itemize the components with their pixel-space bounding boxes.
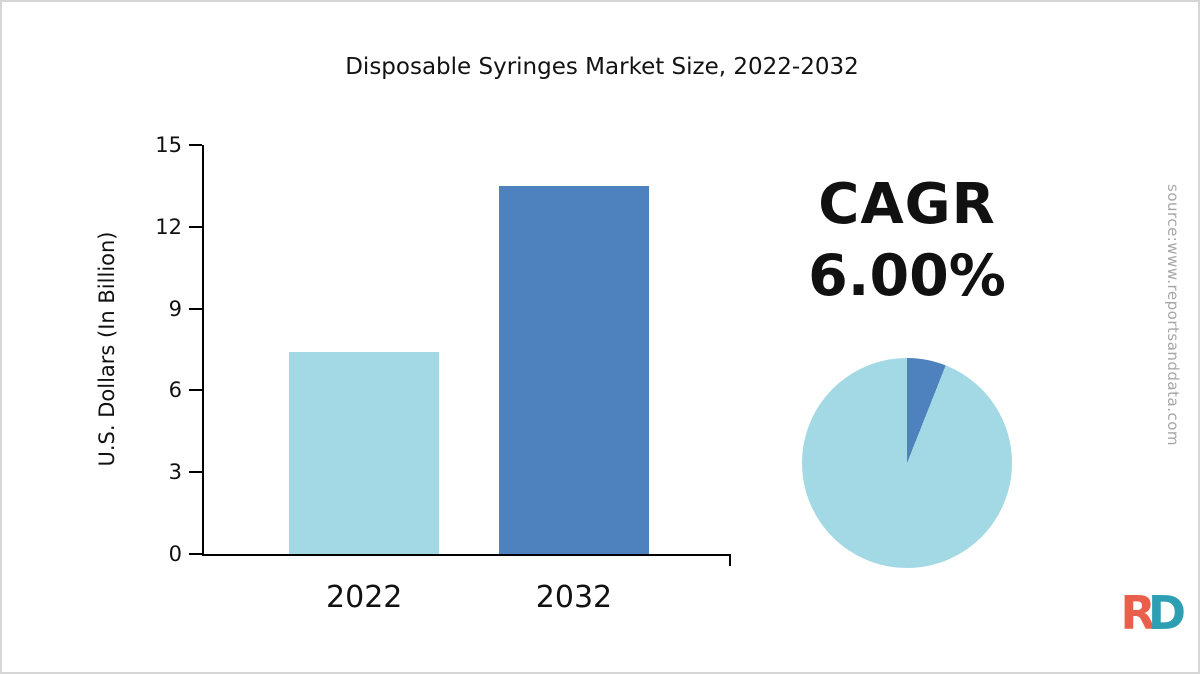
reportsanddata-logo: RD [1120, 590, 1186, 636]
logo-letter-r: R [1120, 586, 1156, 640]
cagr-label: CAGR [818, 172, 996, 237]
bar-2022 [289, 352, 440, 554]
y-axis-tick-label: 3 [168, 460, 182, 485]
x-axis-end-tick [729, 554, 731, 566]
y-axis-tick-label: 9 [168, 296, 182, 321]
logo-letter-d: D [1147, 586, 1186, 640]
y-axis-tick [189, 144, 202, 146]
y-axis-tick [189, 389, 202, 392]
x-axis-label-2032: 2032 [535, 580, 613, 615]
y-axis-tick-label: 6 [168, 378, 182, 403]
y-axis-tick [189, 307, 202, 310]
y-axis-tick [189, 225, 202, 228]
y-axis-tick-label: 12 [155, 214, 182, 239]
y-axis-title: U.S. Dollars (In Billion) [95, 231, 119, 467]
bar-2032 [498, 185, 649, 554]
y-axis-tick-label: 15 [155, 133, 182, 157]
y-axis-tick [189, 471, 202, 474]
source-watermark: source:www.reportsanddata.com [1164, 184, 1182, 446]
cagr-block: CAGR 6.00% [790, 172, 1024, 309]
bar-plot-area: 0 3 6 9 12 15 2022 2032 [155, 133, 731, 615]
x-axis-label-2022: 2022 [326, 580, 403, 615]
y-axis-tick [189, 553, 202, 555]
chart-title: Disposable Syringes Market Size, 2022-20… [345, 54, 859, 80]
cagr-pie [802, 358, 1012, 568]
y-axis-tick-label: 0 [168, 542, 182, 566]
cagr-value: 6.00% [808, 243, 1006, 309]
